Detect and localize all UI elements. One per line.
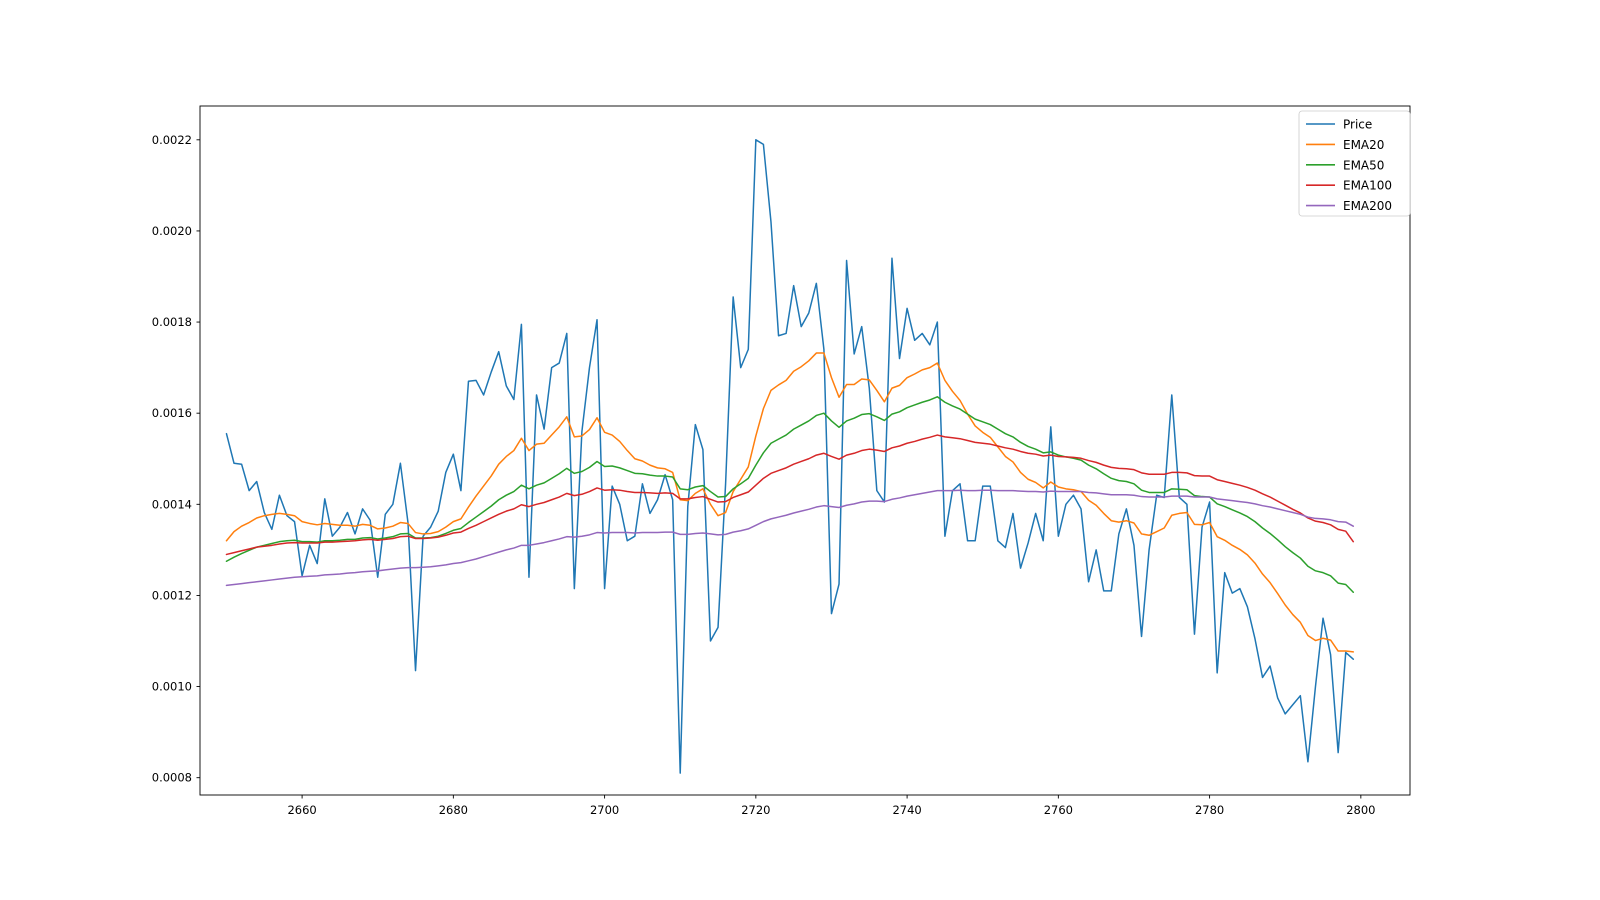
x-tick-label: 2760 xyxy=(1044,803,1073,817)
series-line-ema100 xyxy=(225,434,1355,556)
legend-label-ema50: EMA50 xyxy=(1343,158,1384,172)
series-line-price xyxy=(225,139,1355,774)
axes-frame xyxy=(199,105,1411,796)
x-tick-label: 2780 xyxy=(1195,803,1224,817)
x-axis: 2660 2680 2700 2720 2740 2760 2780 2800 xyxy=(287,795,1375,817)
x-tick-label: 2740 xyxy=(892,803,921,817)
axes-spines xyxy=(199,105,1411,796)
legend-label-ema100: EMA100 xyxy=(1343,179,1392,193)
y-tick-label: 0.0016 xyxy=(152,406,192,420)
series-group xyxy=(225,139,1355,774)
series-line-ema50 xyxy=(225,396,1355,593)
chart-legend[interactable]: Price EMA20 EMA50 EMA100 EMA200 xyxy=(1298,110,1411,217)
legend-label-price: Price xyxy=(1343,118,1372,132)
series-line-ema20 xyxy=(225,352,1355,653)
legend-label-ema200: EMA200 xyxy=(1343,199,1392,213)
y-tick-label: 0.0012 xyxy=(152,588,192,602)
x-tick-label: 2800 xyxy=(1346,803,1375,817)
y-tick-label: 0.0010 xyxy=(152,680,192,694)
legend-box xyxy=(1298,110,1411,217)
y-tick-label: 0.0018 xyxy=(152,315,192,329)
x-tick-label: 2700 xyxy=(590,803,619,817)
y-tick-label: 0.0022 xyxy=(152,133,192,147)
legend-label-ema20: EMA20 xyxy=(1343,138,1384,152)
y-tick-label: 0.0008 xyxy=(152,771,192,785)
y-tick-label: 0.0014 xyxy=(152,497,192,511)
x-tick-label: 2660 xyxy=(287,803,316,817)
y-axis: 0.0008 0.0010 0.0012 0.0014 0.0016 0.0018 0.00… xyxy=(152,133,200,785)
series-line-ema200 xyxy=(225,489,1355,587)
x-tick-label: 2720 xyxy=(741,803,770,817)
y-tick-label: 0.0020 xyxy=(152,224,192,238)
x-tick-label: 2680 xyxy=(439,803,468,817)
